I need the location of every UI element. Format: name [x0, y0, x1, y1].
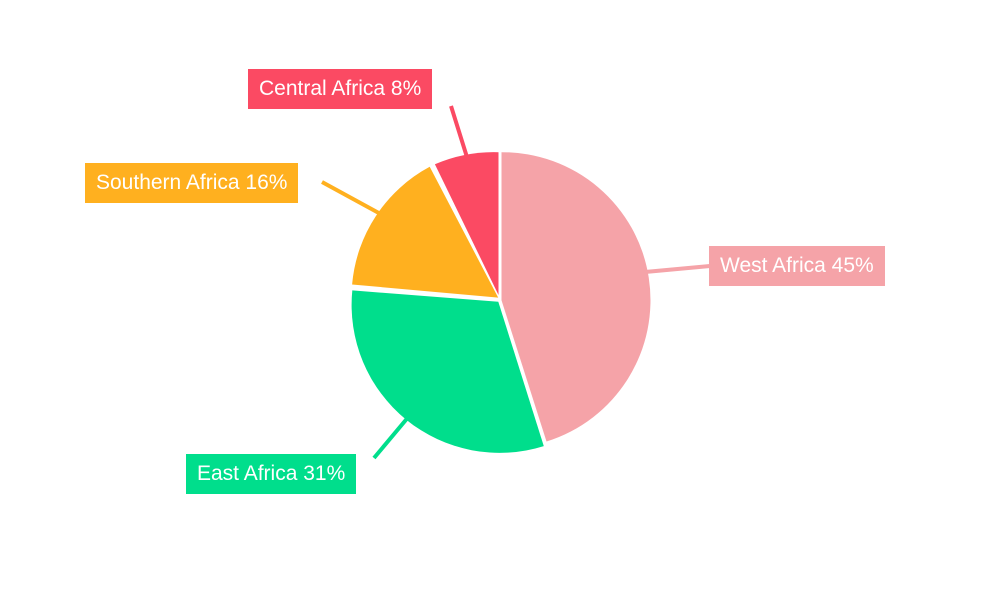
pie-slice-central-africa[interactable] [434, 152, 499, 295]
leader-line-east-africa [372, 413, 412, 460]
leader-line-southern-africa [321, 180, 389, 220]
leader-line-west-africa [644, 264, 711, 274]
pie-label-west-africa: West Africa 45% [709, 246, 885, 286]
pie-slice-west-africa[interactable] [501, 152, 651, 442]
pie-slice-east-africa[interactable] [351, 290, 544, 453]
pie-label-southern-africa: Southern Africa 16% [85, 163, 299, 203]
pie-label-east-africa: East Africa 31% [186, 454, 357, 494]
pie-slice-southern-africa[interactable] [352, 166, 499, 298]
pie-label-central-africa: Central Africa 8% [248, 69, 433, 109]
